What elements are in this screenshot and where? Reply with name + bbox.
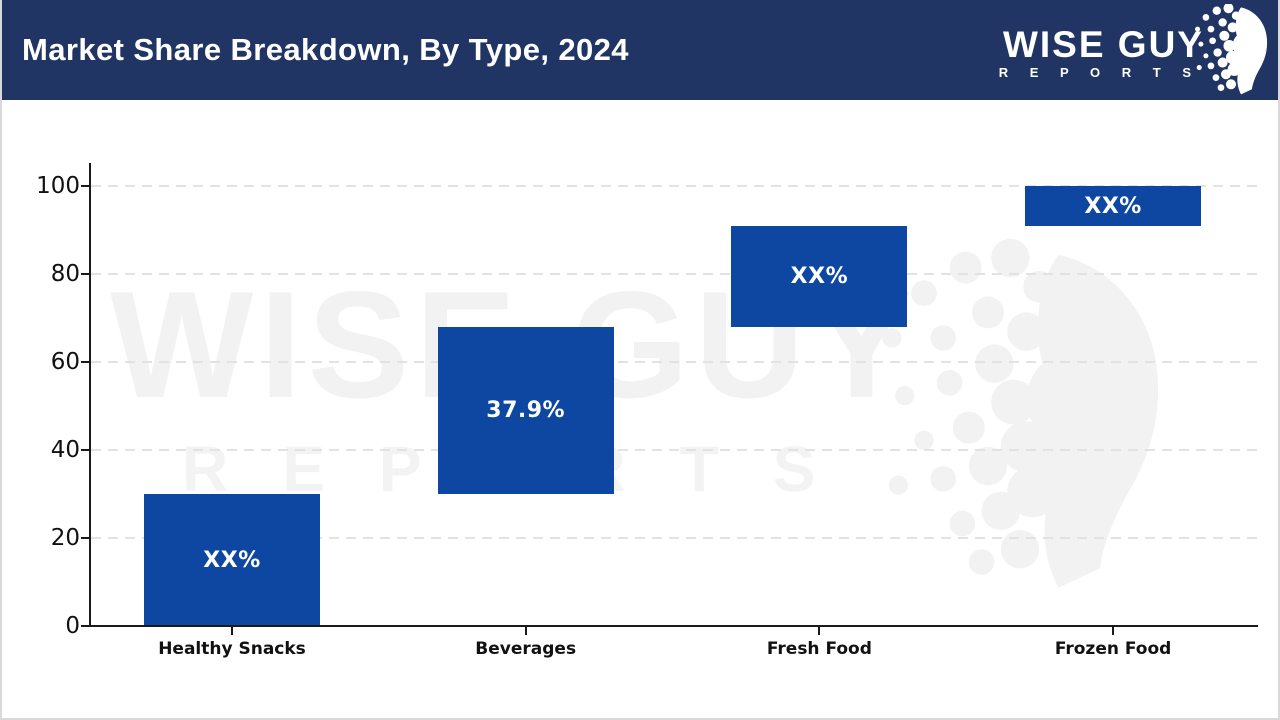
logo-brand-subtitle: R E P O R T S (998, 65, 1200, 80)
y-axis-tick-label: 60 (50, 349, 80, 375)
x-axis-line (89, 625, 1258, 627)
y-axis-tick (81, 361, 90, 363)
x-axis-category-label: Frozen Food (1054, 639, 1172, 659)
y-axis-tick (81, 185, 90, 187)
x-axis-category-label: Beverages (475, 639, 577, 659)
wiseguy-face-icon (1195, 4, 1268, 95)
bar-value-label: XX% (790, 264, 849, 290)
bar-fresh-food: XX% (731, 226, 908, 328)
x-axis-category-label: Fresh Food (766, 639, 872, 659)
y-axis-tick-label: 100 (36, 173, 80, 199)
bar-beverages: 37.9% (437, 327, 614, 494)
y-axis-tick-label: 20 (50, 525, 80, 551)
bar-value-label: XX% (203, 547, 261, 573)
x-axis-tick (1112, 627, 1115, 635)
bar-value-label: 37.9% (486, 398, 566, 424)
bar-frozen-food: XX% (1025, 186, 1202, 227)
logo-brand-name: WISE GUY (1002, 24, 1204, 65)
gridline (91, 449, 1258, 451)
bar-healthy-snacks: XX% (144, 494, 320, 626)
gridline (91, 361, 1258, 363)
wiseguy-logo-text: WISE GUY R E P O R T S (999, 26, 1204, 80)
y-axis-tick (81, 625, 90, 627)
y-axis-line (89, 163, 91, 627)
bar-value-label: XX% (1084, 193, 1142, 219)
y-axis-tick (81, 537, 90, 539)
x-axis-tick (231, 627, 233, 635)
header: Market Share Breakdown, By Type, 2024 WI… (2, 0, 1278, 100)
y-axis-tick-label: 40 (50, 437, 80, 463)
gridline (91, 273, 1258, 275)
x-axis-tick (524, 627, 527, 635)
watermark-face-icon (882, 238, 1159, 588)
x-axis-tick (818, 627, 821, 635)
gridline (91, 185, 1258, 187)
gridline (91, 537, 1258, 539)
y-axis-tick-label: 0 (65, 613, 80, 639)
page-title: Market Share Breakdown, By Type, 2024 (22, 32, 629, 67)
y-axis-tick (81, 449, 90, 451)
x-axis-category-label: Healthy Snacks (158, 639, 306, 659)
y-axis-tick (81, 273, 90, 275)
wiseguy-logo: WISE GUY R E P O R T S (999, 4, 1274, 96)
y-axis-tick-label: 80 (50, 261, 80, 287)
